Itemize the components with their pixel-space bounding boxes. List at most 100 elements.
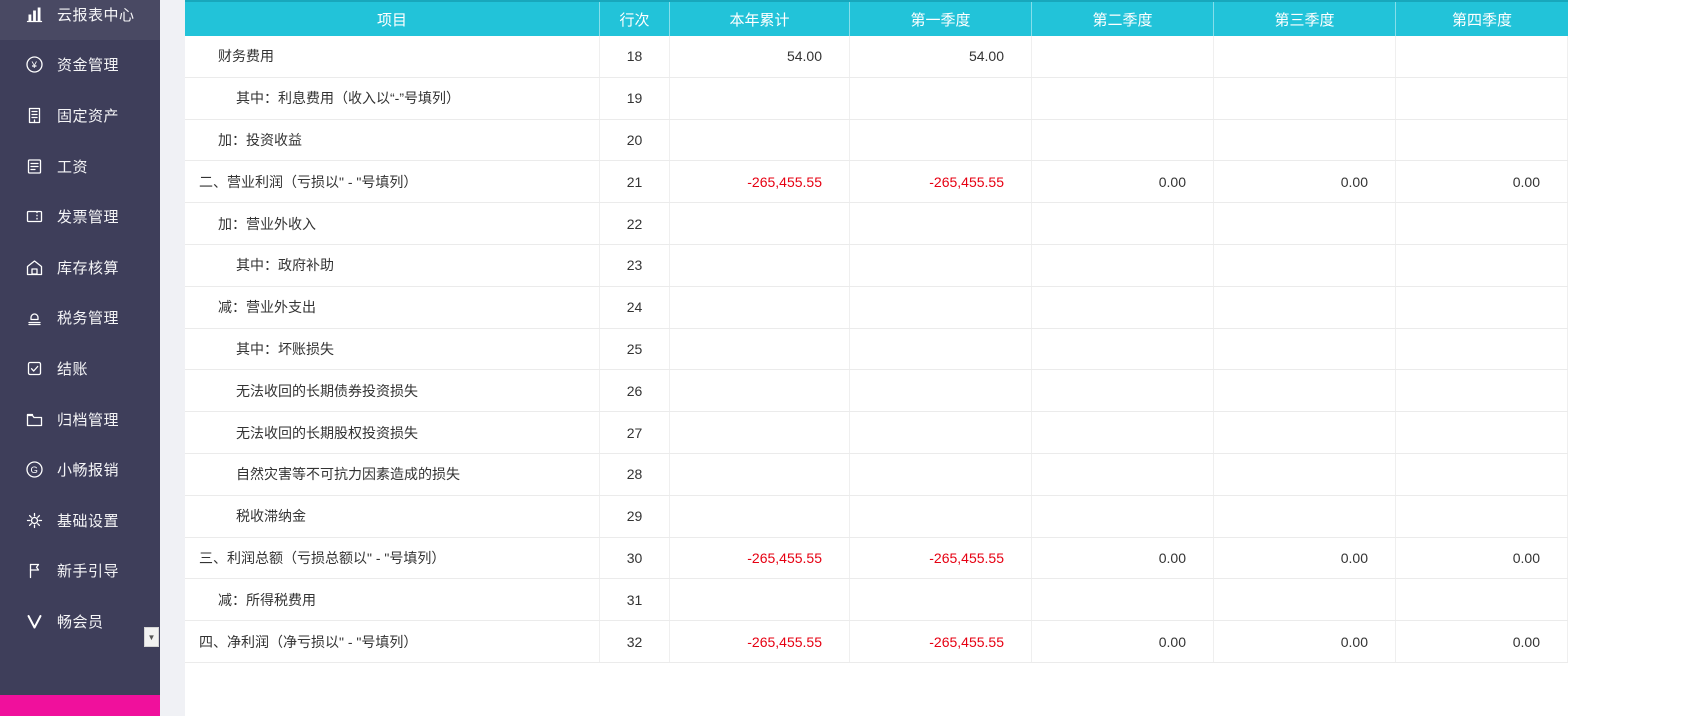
cell-q3 (1214, 412, 1396, 453)
cell-q2 (1032, 453, 1214, 495)
settings-icon (25, 511, 44, 530)
cell-ytd (670, 286, 850, 328)
table-row: 无法收回的长期股权投资损失 27 (185, 412, 1568, 454)
table-row: 减：营业外支出 24 (185, 286, 1568, 329)
sidebar-item-9[interactable]: 归档管理 (0, 394, 160, 445)
sidebar-item-1[interactable]: 云报表中心 (0, 0, 160, 40)
cell-q1 (850, 203, 1032, 244)
reimburse-icon: G (25, 460, 44, 479)
cell-ytd: -265,455.55 (670, 621, 850, 662)
cell-q4: 0.00 (1396, 161, 1568, 203)
row-item-name: 自然灾害等不可抗力因素造成的损失 (185, 453, 600, 495)
row-item-name: 减：营业外支出 (185, 286, 600, 328)
cell-q4 (1396, 453, 1568, 495)
cell-q3 (1214, 286, 1396, 328)
cell-q4 (1396, 412, 1568, 453)
column-header-2: 本年累计 (670, 2, 850, 36)
sidebar-item-2[interactable]: ¥ 资金管理 (0, 40, 160, 91)
cell-q4: 0.00 (1396, 621, 1568, 662)
cell-q4 (1396, 370, 1568, 412)
cell-q1 (850, 412, 1032, 453)
cell-q3 (1214, 453, 1396, 495)
chevron-down-icon: ▼ (147, 632, 156, 642)
sidebar-item-5[interactable]: 发票管理 (0, 191, 160, 242)
cell-q4 (1396, 203, 1568, 244)
cell-q2 (1032, 579, 1214, 621)
row-line-number: 27 (600, 412, 670, 453)
table-row: 税收滞纳金 29 (185, 495, 1568, 538)
cell-ytd (670, 370, 850, 412)
sidebar-item-label: 工资 (57, 158, 89, 176)
cell-q3 (1214, 77, 1396, 119)
sidebar-item-label: 畅会员 (57, 613, 104, 631)
cell-q4 (1396, 579, 1568, 621)
cell-q3: 0.00 (1214, 621, 1396, 662)
cell-q4 (1396, 77, 1568, 119)
cell-ytd (670, 203, 850, 244)
sidebar-item-6[interactable]: 库存核算 (0, 242, 160, 293)
table-row: 减：所得税费用 31 (185, 579, 1568, 622)
sidebar-item-7[interactable]: 税务管理 (0, 293, 160, 344)
cell-q1: -265,455.55 (850, 161, 1032, 203)
row-item-name: 加：营业外收入 (185, 203, 600, 244)
cell-q1 (850, 119, 1032, 161)
table-row: 自然灾害等不可抗力因素造成的损失 28 (185, 453, 1568, 496)
sidebar-item-11[interactable]: 基础设置 (0, 495, 160, 546)
cell-q2 (1032, 203, 1214, 244)
inventory-icon (25, 258, 44, 277)
sidebar-item-label: 小畅报销 (57, 462, 120, 480)
cell-q2 (1032, 286, 1214, 328)
table-row: 三、利润总额（亏损总额以" - "号填列） 30 -265,455.55 -265,4… (185, 537, 1568, 580)
sidebar-menu: 云报表中心 ¥ 资金管理固定资产工资发票管理 库存核算 税务管理 结账 归档管理 G 小畅报销基… (0, 0, 160, 647)
column-header-0: 项目 (185, 2, 600, 36)
archive-icon (25, 410, 44, 429)
cell-q1 (850, 370, 1032, 412)
sidebar-item-4[interactable]: 工资 (0, 141, 160, 192)
column-header-1: 行次 (600, 2, 670, 36)
sidebar-item-8[interactable]: 结账 (0, 343, 160, 394)
column-header-5: 第三季度 (1214, 2, 1396, 36)
table-row: 无法收回的长期债券投资损失 26 (185, 370, 1568, 413)
row-item-name: 三、利润总额（亏损总额以" - "号填列） (185, 537, 600, 579)
sidebar-item-3[interactable]: 固定资产 (0, 90, 160, 141)
row-item-name: 二、营业利润（亏损以" - "号填列） (185, 161, 600, 203)
cell-q3 (1214, 36, 1396, 77)
table-row: 其中：利息费用（收入以“-”号填列） 19 (185, 77, 1568, 120)
cell-q2 (1032, 412, 1214, 453)
table-body: 财务费用 18 54.00 54.00 其中：利息费用（收入以“-”号填列） 19 加：投资… (185, 36, 1568, 663)
svg-text:¥: ¥ (31, 60, 38, 71)
sidebar-bottom-highlight[interactable] (0, 695, 160, 716)
sidebar-item-label: 资金管理 (57, 57, 120, 75)
column-header-4: 第二季度 (1032, 2, 1214, 36)
row-line-number: 18 (600, 36, 670, 77)
cell-q4 (1396, 495, 1568, 537)
cell-ytd (670, 119, 850, 161)
cell-q2 (1032, 119, 1214, 161)
cell-ytd (670, 412, 850, 453)
sidebar-item-label: 基础设置 (57, 512, 120, 530)
table-row: 其中：坏账损失 25 (185, 328, 1568, 371)
cell-q1 (850, 453, 1032, 495)
sidebar-item-13[interactable]: 畅会员 (0, 596, 160, 647)
cell-ytd (670, 244, 850, 286)
row-line-number: 28 (600, 453, 670, 495)
table-row: 加：营业外收入 22 (185, 203, 1568, 245)
sidebar-scroll-down-button[interactable]: ▼ (144, 627, 159, 647)
sidebar-item-12[interactable]: 新手引导 (0, 546, 160, 597)
table-row: 加：投资收益 20 (185, 119, 1568, 162)
sidebar-item-10[interactable]: G 小畅报销 (0, 444, 160, 495)
income-statement-table: 项目 行次 本年累计 第一季度 第二季度 第三季度 第四季度 财务费用 18 54.00 54.0… (185, 0, 1568, 716)
cell-ytd: -265,455.55 (670, 537, 850, 579)
chart-icon (25, 5, 44, 24)
cell-q3 (1214, 119, 1396, 161)
cell-ytd (670, 328, 850, 370)
table-header-row: 项目 行次 本年累计 第一季度 第二季度 第三季度 第四季度 (185, 0, 1568, 36)
cell-q2 (1032, 328, 1214, 370)
invoice-icon (25, 207, 44, 226)
sidebar-item-label: 云报表中心 (57, 6, 135, 24)
table-row: 财务费用 18 54.00 54.00 (185, 36, 1568, 78)
cell-q1 (850, 495, 1032, 537)
row-line-number: 25 (600, 328, 670, 370)
cell-q3: 0.00 (1214, 537, 1396, 579)
row-item-name: 税收滞纳金 (185, 495, 600, 537)
